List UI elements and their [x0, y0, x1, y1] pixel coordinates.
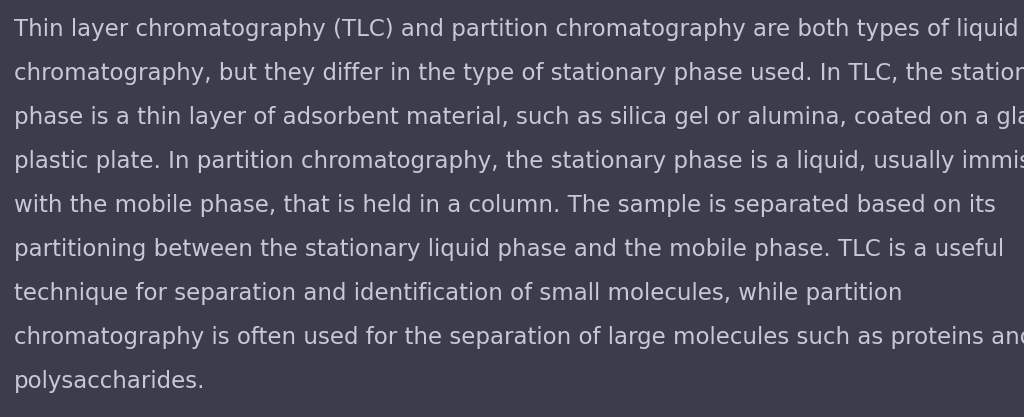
Text: plastic plate. In partition chromatography, the stationary phase is a liquid, us: plastic plate. In partition chromatograp…	[14, 150, 1024, 173]
Text: Thin layer chromatography (TLC) and partition chromatography are both types of l: Thin layer chromatography (TLC) and part…	[14, 18, 1019, 41]
Text: phase is a thin layer of adsorbent material, such as silica gel or alumina, coat: phase is a thin layer of adsorbent mater…	[14, 106, 1024, 129]
Text: polysaccharides.: polysaccharides.	[14, 370, 206, 393]
Text: technique for separation and identification of small molecules, while partition: technique for separation and identificat…	[14, 282, 902, 305]
Text: chromatography is often used for the separation of large molecules such as prote: chromatography is often used for the sep…	[14, 326, 1024, 349]
Text: partitioning between the stationary liquid phase and the mobile phase. TLC is a : partitioning between the stationary liqu…	[14, 238, 1005, 261]
Text: with the mobile phase, that is held in a column. The sample is separated based o: with the mobile phase, that is held in a…	[14, 194, 996, 217]
Text: chromatography, but they differ in the type of stationary phase used. In TLC, th: chromatography, but they differ in the t…	[14, 62, 1024, 85]
